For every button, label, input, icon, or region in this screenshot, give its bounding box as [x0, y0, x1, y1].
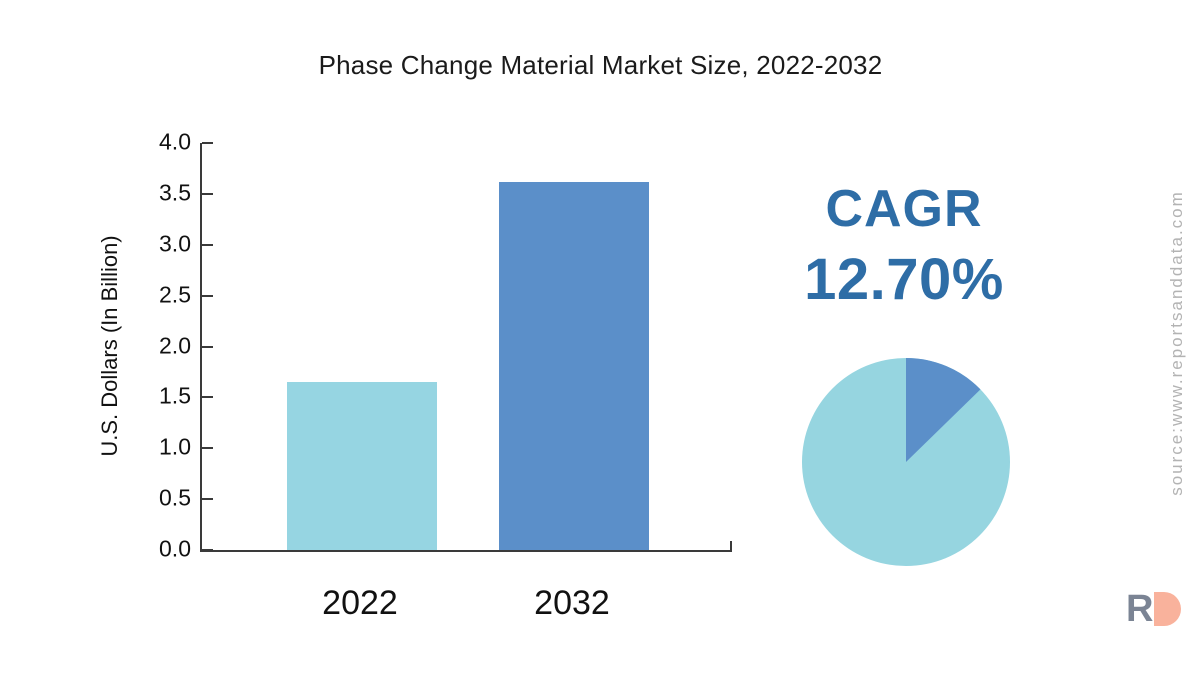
cagr-block: CAGR 12.70% — [779, 183, 1029, 309]
y-tick-mark — [202, 498, 213, 501]
y-tick-mark — [202, 243, 213, 246]
y-tick-label: 2.0 — [159, 331, 191, 358]
y-tick-label: 0.0 — [159, 535, 191, 562]
y-tick-mark — [202, 549, 213, 551]
bar-2032 — [499, 181, 649, 550]
y-tick-mark — [202, 192, 213, 195]
y-tick-mark — [202, 447, 213, 450]
y-tick-mark — [202, 345, 213, 348]
source-note: source:www.reportsanddata.com — [1167, 190, 1186, 496]
y-tick-mark — [202, 142, 213, 144]
y-tick-label: 3.5 — [159, 179, 191, 206]
y-tick-label: 4.0 — [159, 128, 191, 155]
y-tick-mark — [202, 294, 213, 297]
pie-chart — [802, 358, 1010, 566]
y-tick-labels: 0.0 0.5 1.0 1.5 2.0 2.5 3.0 3.5 4.0 — [0, 128, 191, 561]
y-tick-label: 1.0 — [159, 433, 191, 460]
y-tick-label: 1.5 — [159, 382, 191, 409]
plot-area — [200, 142, 732, 552]
y-tick-label: 2.5 — [159, 281, 191, 308]
cagr-value: 12.70% — [804, 247, 1004, 312]
brand-logo: R — [1126, 588, 1182, 630]
logo-letter-r: R — [1126, 588, 1154, 630]
cagr-label: CAGR — [825, 180, 983, 238]
logo-letter-d-shape — [1154, 592, 1182, 626]
y-tick-mark — [202, 396, 213, 399]
y-tick-label: 0.5 — [159, 484, 191, 511]
bar-2022 — [287, 382, 437, 550]
x-tick-label-2022: 2022 — [322, 584, 398, 622]
x-tick-label-2032: 2032 — [534, 584, 610, 622]
pie-slice-growth — [906, 358, 981, 462]
chart-title: Phase Change Material Market Size, 2022-… — [318, 50, 883, 80]
y-tick-label: 3.0 — [159, 230, 191, 257]
x-axis-end-tick — [730, 541, 732, 550]
